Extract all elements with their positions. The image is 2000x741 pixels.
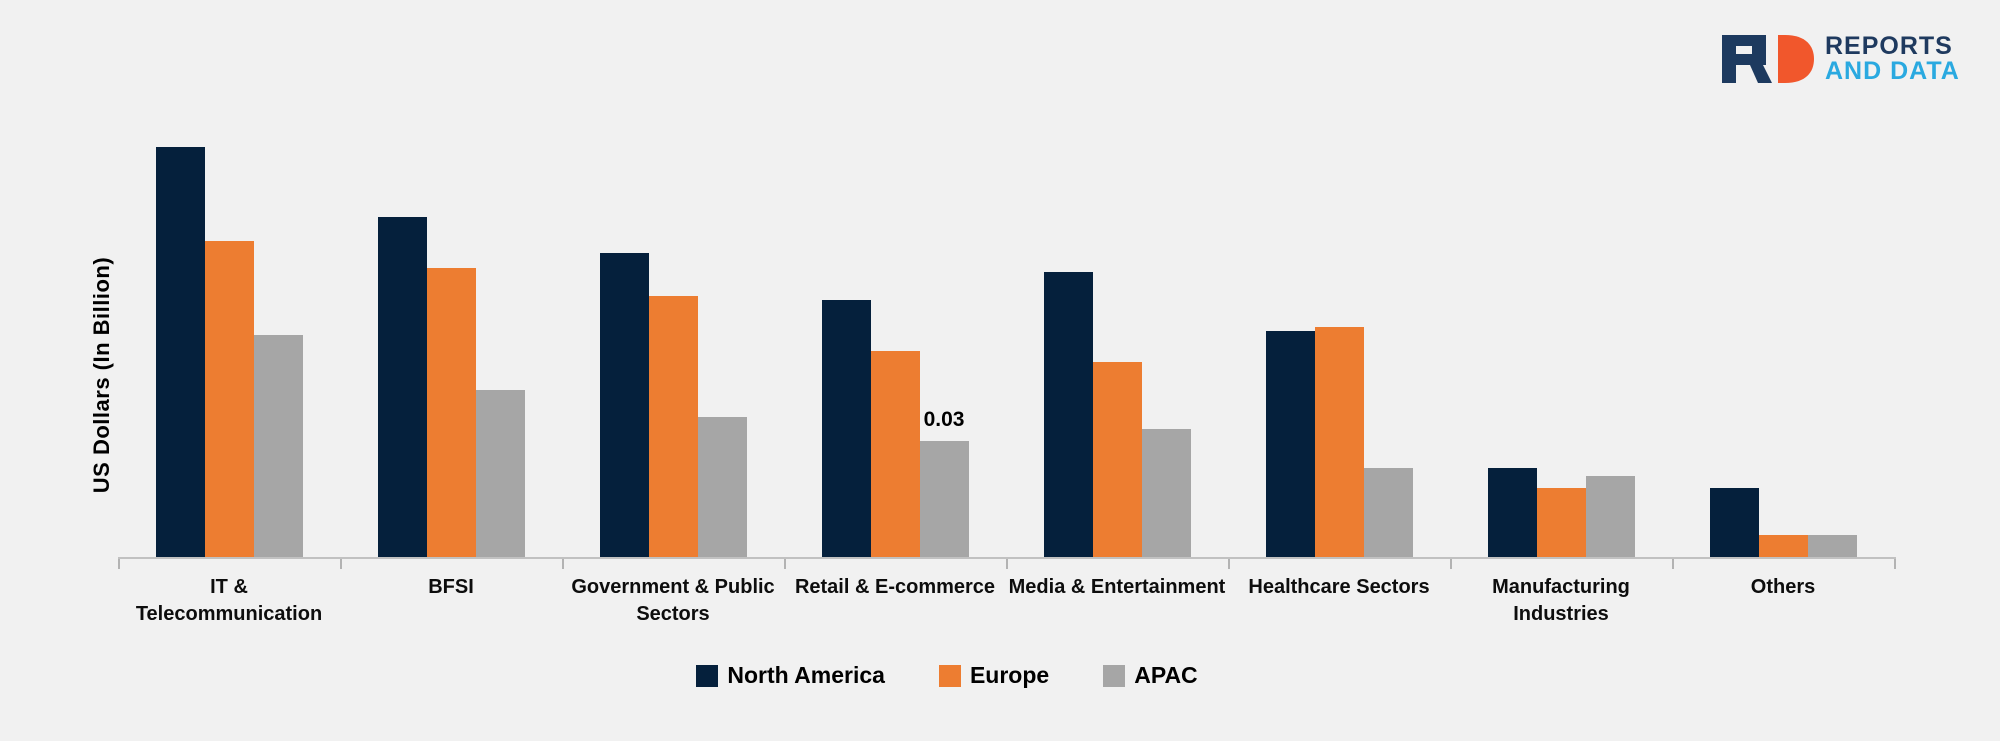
y-axis-title: US Dollars (In Billion)	[89, 256, 114, 494]
legend-swatch-europe-icon	[938, 664, 961, 687]
bar-group-it-telecommunication	[118, 100, 340, 558]
legend-swatch-apac-icon	[1103, 664, 1126, 687]
bar-north-america-manufacturing-industries	[1487, 468, 1537, 558]
bar-apac-media-entertainment	[1141, 429, 1191, 558]
legend-swatch-north-america-icon	[696, 664, 719, 687]
bar-group-manufacturing-industries	[1450, 100, 1672, 558]
axis-tick	[1006, 559, 1008, 569]
legend-label-europe: Europe	[969, 662, 1050, 688]
bar-europe-others	[1758, 535, 1808, 558]
category-label-government-public-sectors: Government & Public Sectors	[562, 574, 784, 628]
axis-tick	[1450, 559, 1452, 569]
logo-text-reports: REPORTS	[1825, 32, 1953, 60]
bar-north-america-media-entertainment	[1043, 272, 1093, 558]
bar-north-america-retail-e-commerce	[821, 300, 871, 558]
category-label-retail-e-commerce: Retail & E-commerce	[784, 574, 1006, 628]
x-axis-line	[118, 557, 1896, 559]
legend-item-apac: APAC	[1103, 662, 1198, 689]
data-label-apac-retail-e-commerce: 0.03	[923, 408, 965, 431]
bar-north-america-bfsi	[377, 217, 427, 558]
bar-apac-bfsi	[475, 390, 525, 558]
category-label-line: Sectors	[636, 603, 710, 625]
legend-item-north-america: North America	[696, 662, 885, 689]
legend-label-north-america: North America	[727, 662, 885, 688]
category-label-line: Manufacturing	[1492, 576, 1630, 598]
axis-tick	[1228, 559, 1230, 569]
bar-apac-others	[1807, 535, 1857, 558]
reports-and-data-logo: REPORTS AND DATA	[1722, 34, 1960, 84]
axis-tick	[1894, 559, 1896, 569]
category-axis-labels: IT & Telecommunication BFSI Government & Pu…	[118, 574, 1894, 628]
bar-europe-government-public-sectors	[648, 296, 698, 558]
bar-europe-it-telecommunication	[204, 241, 254, 558]
category-label-line: Retail & E-commerce	[794, 576, 996, 598]
rd-logo-mark-icon	[1722, 35, 1814, 83]
bar-apac-healthcare-sectors	[1363, 468, 1413, 558]
bar-europe-media-entertainment	[1092, 362, 1142, 558]
category-label-bfsi: BFSI	[340, 574, 562, 628]
bar-group-others	[1672, 100, 1894, 558]
category-label-line: Government & Public	[571, 576, 775, 598]
category-label-media-entertainment: Media & Entertainment	[1006, 574, 1228, 628]
axis-tick	[562, 559, 564, 569]
axis-tick	[784, 559, 786, 569]
axis-tick	[1672, 559, 1674, 569]
logo-text-and-data: AND DATA	[1825, 57, 1960, 85]
legend: North America Europe APAC	[0, 662, 1947, 689]
bar-group-retail-e-commerce: 0.03	[784, 100, 1006, 558]
bar-apac-retail-e-commerce: 0.03	[919, 408, 969, 558]
category-label-line: Industries	[1513, 603, 1609, 625]
bar-apac-government-public-sectors	[697, 417, 747, 558]
bar-europe-healthcare-sectors	[1314, 327, 1364, 558]
plot-area: 0.03	[118, 100, 1894, 558]
axis-tick	[118, 559, 120, 569]
bar-apac-it-telecommunication	[253, 335, 303, 558]
category-label-manufacturing-industries: Manufacturing Industries	[1450, 574, 1672, 628]
legend-item-europe: Europe	[938, 662, 1050, 689]
category-label-line: Media & Entertainment	[1008, 576, 1226, 598]
category-label-line: Telecommunication	[135, 603, 323, 625]
bar-north-america-healthcare-sectors	[1265, 331, 1315, 558]
bar-north-america-government-public-sectors	[599, 253, 649, 558]
category-label-line: Healthcare Sectors	[1248, 576, 1430, 598]
bar-europe-bfsi	[426, 268, 476, 558]
legend-label-apac: APAC	[1134, 662, 1198, 688]
bar-group-healthcare-sectors	[1228, 100, 1450, 558]
category-label-others: Others	[1672, 574, 1894, 628]
bar-group-media-entertainment	[1006, 100, 1228, 558]
bar-apac-manufacturing-industries	[1585, 476, 1635, 558]
bar-north-america-others	[1709, 488, 1759, 558]
category-label-healthcare-sectors: Healthcare Sectors	[1228, 574, 1450, 628]
bar-europe-retail-e-commerce	[870, 351, 920, 558]
category-label-it-telecommunication: IT & Telecommunication	[118, 574, 340, 628]
bar-group-government-public-sectors	[562, 100, 784, 558]
bar-europe-manufacturing-industries	[1536, 488, 1586, 558]
category-label-line: Others	[1750, 576, 1816, 598]
axis-tick	[340, 559, 342, 569]
bar-group-bfsi	[340, 100, 562, 558]
logo-wordmark: REPORTS AND DATA	[1825, 34, 1960, 84]
category-label-line: IT &	[210, 576, 248, 598]
bar-north-america-it-telecommunication	[155, 147, 205, 558]
category-label-line: BFSI	[428, 576, 474, 598]
